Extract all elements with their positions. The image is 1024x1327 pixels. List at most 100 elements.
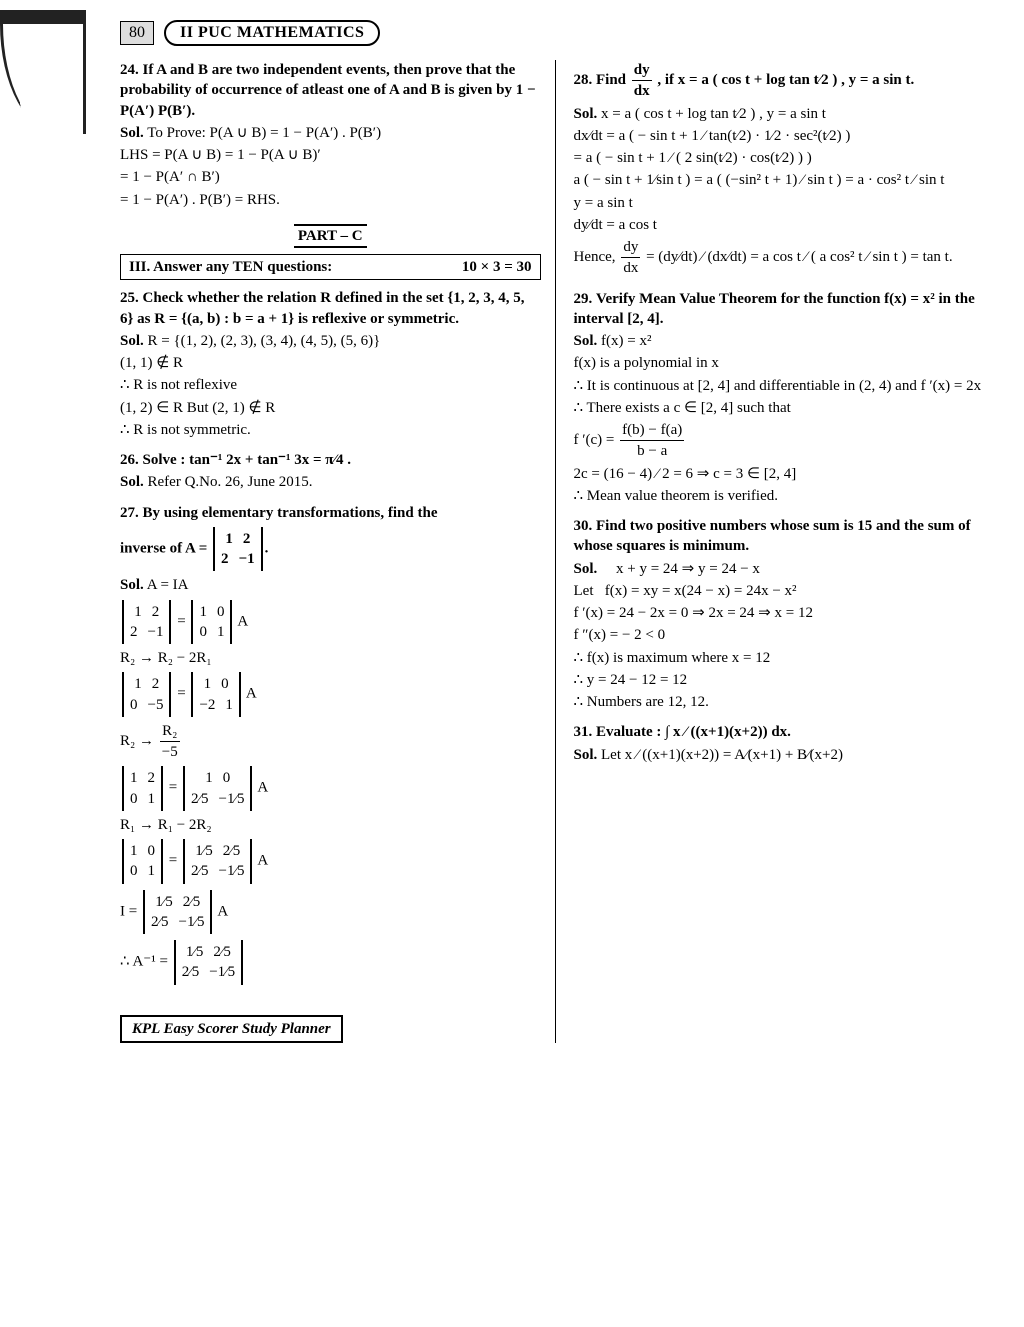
s2r11: 1 bbox=[225, 695, 233, 715]
q29-sol1: f(x) = x² bbox=[601, 333, 651, 349]
q30-number: 30. bbox=[574, 518, 593, 534]
q30-sol1: x + y = 24 ⇒ y = 24 − x bbox=[616, 561, 760, 577]
mA11: −1 bbox=[239, 549, 255, 569]
ai10: 2⁄5 bbox=[182, 962, 200, 982]
s2r01: 0 bbox=[221, 674, 229, 694]
q26-number: 26. bbox=[120, 452, 139, 468]
q27-r1: R₂ → R₂ − 2R₁ bbox=[120, 648, 541, 668]
q27-text2-line: inverse of A = 12 2−1 . bbox=[120, 525, 541, 574]
q27-Ainv-label: ∴ A⁻¹ = bbox=[120, 954, 168, 970]
question-28: 28. Find dydx , if x = a ( cos t + log t… bbox=[574, 60, 995, 279]
matrix-step3-R: 10 2⁄5−1⁄5 bbox=[183, 766, 252, 811]
question-24: 24. If A and B are two independent event… bbox=[120, 60, 541, 210]
q24-number: 24. bbox=[120, 62, 139, 78]
s1l01: 2 bbox=[152, 602, 160, 622]
q25-sol5: ∴ R is not symmetric. bbox=[120, 420, 541, 440]
matrix-A: 12 2−1 bbox=[213, 527, 263, 572]
q31-text: Evaluate : ∫ x ⁄ ((x+1)(x+2)) dx. bbox=[596, 724, 791, 740]
q31-number: 31. bbox=[574, 724, 593, 740]
s3l10: 0 bbox=[130, 789, 138, 809]
q30-let: Let bbox=[574, 583, 594, 599]
q27-r3: R₁ → R₁ − 2R₂ bbox=[120, 815, 541, 835]
matrix-step2-L: 12 0−5 bbox=[122, 672, 171, 717]
s4r10: 2⁄5 bbox=[191, 861, 209, 881]
question-27: 27. By using elementary transformations,… bbox=[120, 503, 541, 987]
q28-text: Find dydx , if x = a ( cos t + log tan t… bbox=[596, 72, 914, 88]
q28-sol6: dy⁄dt = a cos t bbox=[574, 215, 995, 235]
s3r10: 2⁄5 bbox=[191, 789, 209, 809]
matrix-I-final: 1⁄52⁄5 2⁄5−1⁄5 bbox=[143, 890, 212, 935]
matrix-step1-L: 12 2−1 bbox=[122, 600, 171, 645]
q29-sol-label: Sol. bbox=[574, 333, 598, 349]
q27-step1: 12 2−1 = 10 01 A bbox=[120, 598, 541, 647]
s4r00: 1⁄5 bbox=[195, 841, 213, 861]
q28-sol1: x = a ( cos t + log tan t⁄2 ) , y = a si… bbox=[601, 106, 826, 122]
q25-sol1: R = {(1, 2), (2, 3), (3, 4), (4, 5), (5,… bbox=[148, 333, 381, 349]
q24-sol3: = 1 − P(A′ ∩ B′) bbox=[120, 167, 541, 187]
s4l00: 1 bbox=[130, 841, 138, 861]
q24-text: If A and B are two independent events, t… bbox=[120, 62, 536, 119]
q28-text-b: , if x = a ( cos t + log tan t⁄2 ) , y =… bbox=[657, 72, 914, 88]
q28-sol3: = a ( − sin t + 1 ⁄ ( 2 sin(t⁄2) · cos(t… bbox=[574, 148, 995, 168]
instruction-text: III. Answer any TEN questions: bbox=[129, 257, 332, 277]
q30-sol6: ∴ y = 24 − 12 = 12 bbox=[574, 670, 995, 690]
q28-sol4: a ( − sin t + 1⁄sin t ) = a ( (−sin² t +… bbox=[574, 170, 995, 190]
q28-sol5: y = a sin t bbox=[574, 193, 995, 213]
q24-sol1: To Prove: P(A ∪ B) = 1 − P(A′) . P(B′) bbox=[147, 125, 381, 141]
s4l01: 0 bbox=[148, 841, 156, 861]
q27-step3: 12 01 = 10 2⁄5−1⁄5 A bbox=[120, 764, 541, 813]
book-title: II PUC MATHEMATICS bbox=[164, 20, 380, 46]
page: 80 II PUC MATHEMATICS 24. If A and B are… bbox=[0, 0, 1024, 1327]
q29-text: Verify Mean Value Theorem for the functi… bbox=[574, 291, 975, 327]
mA10: 2 bbox=[221, 549, 229, 569]
s2l11: −5 bbox=[148, 695, 164, 715]
s3l00: 1 bbox=[130, 768, 138, 788]
s1r11: 1 bbox=[217, 622, 225, 642]
if01: 2⁄5 bbox=[183, 892, 201, 912]
q28-sol7a: Hence, bbox=[574, 249, 620, 265]
matrix-step2-R: 10 −21 bbox=[191, 672, 240, 717]
q29-sol5: f ′(c) = f(b) − f(a)b − a bbox=[574, 420, 995, 462]
s1r01: 0 bbox=[217, 602, 225, 622]
q31-sol1: Let x ⁄ ((x+1)(x+2)) = A⁄(x+1) + B⁄(x+2) bbox=[601, 747, 843, 763]
q28-sol2: dx⁄dt = a ( − sin t + 1 ⁄ tan(t⁄2) · 1⁄2… bbox=[574, 126, 995, 146]
q27-Ainv-line: ∴ A⁻¹ = 1⁄52⁄5 2⁄5−1⁄5 bbox=[120, 938, 541, 987]
page-number: 80 bbox=[120, 21, 154, 45]
s4l10: 0 bbox=[130, 861, 138, 881]
q27-r2: R₂ → R₂−5 bbox=[120, 721, 541, 763]
question-29: 29. Verify Mean Value Theorem for the fu… bbox=[574, 289, 995, 507]
q28-sol7: Hence, dydx = (dy⁄dt) ⁄ (dx⁄dt) = a cos … bbox=[574, 237, 995, 279]
part-c-label: PART – C bbox=[294, 224, 367, 248]
q30-sol5: ∴ f(x) is maximum where x = 12 bbox=[574, 648, 995, 668]
question-26: 26. Solve : tan⁻¹ 2x + tan⁻¹ 3x = π⁄4 . … bbox=[120, 450, 541, 493]
q28-text-a: Find bbox=[596, 72, 630, 88]
s3l11: 1 bbox=[148, 789, 156, 809]
s1l10: 2 bbox=[130, 622, 138, 642]
q30-sol7: ∴ Numbers are 12, 12. bbox=[574, 692, 995, 712]
if10: 2⁄5 bbox=[151, 912, 169, 932]
q29-sol7: ∴ Mean value theorem is verified. bbox=[574, 486, 995, 506]
q25-sol3: ∴ R is not reflexive bbox=[120, 375, 541, 395]
q29-sol6: 2c = (16 − 4) ⁄ 2 = 6 ⇒ c = 3 ∈ [2, 4] bbox=[574, 464, 995, 484]
matrix-step3-L: 12 01 bbox=[122, 766, 163, 811]
q25-text: Check whether the relation R defined in … bbox=[120, 290, 525, 326]
s2l10: 0 bbox=[130, 695, 138, 715]
q30-sol4: f ″(x) = − 2 < 0 bbox=[574, 625, 995, 645]
mA00: 1 bbox=[225, 529, 233, 549]
q27-I-label: I = bbox=[120, 903, 137, 919]
matrix-step4-R: 1⁄52⁄5 2⁄5−1⁄5 bbox=[183, 839, 252, 884]
q29-number: 29. bbox=[574, 291, 593, 307]
s1r10: 0 bbox=[199, 622, 207, 642]
q27-sol1: A = IA bbox=[147, 577, 189, 593]
s2l01: 2 bbox=[152, 674, 160, 694]
s3r01: 0 bbox=[223, 768, 231, 788]
q27-step2: 12 0−5 = 10 −21 A bbox=[120, 670, 541, 719]
q24-sol4: = 1 − P(A′) . P(B′) = RHS. bbox=[120, 190, 541, 210]
q25-number: 25. bbox=[120, 290, 139, 306]
q27-step4: 10 01 = 1⁄52⁄5 2⁄5−1⁄5 A bbox=[120, 837, 541, 886]
page-header: 80 II PUC MATHEMATICS bbox=[120, 20, 994, 46]
question-31: 31. Evaluate : ∫ x ⁄ ((x+1)(x+2)) dx. So… bbox=[574, 722, 995, 765]
s1r00: 1 bbox=[199, 602, 207, 622]
left-column: 24. If A and B are two independent event… bbox=[120, 60, 556, 1043]
s1l00: 1 bbox=[134, 602, 142, 622]
